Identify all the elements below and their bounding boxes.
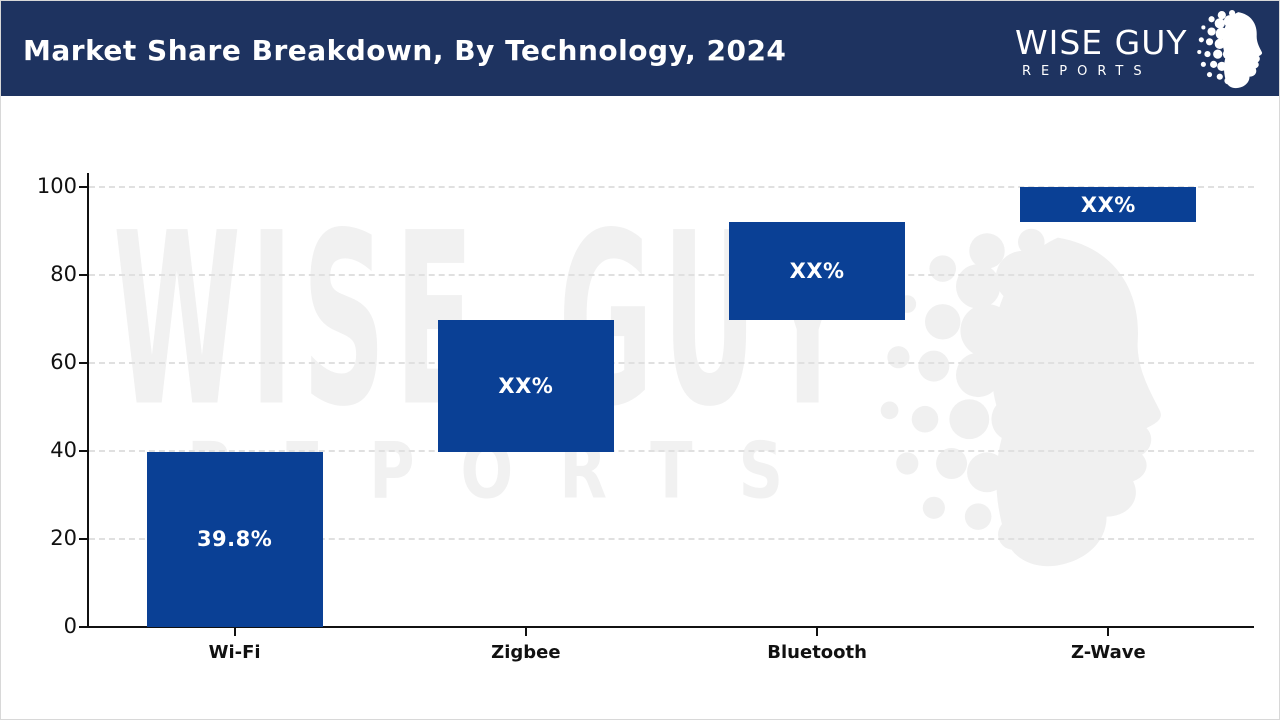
x-tickmark bbox=[524, 627, 527, 636]
bar-z-wave: XX% bbox=[1020, 187, 1197, 223]
bar-value-label: 39.8% bbox=[196, 527, 273, 552]
y-tick-label: 100 bbox=[36, 174, 77, 198]
y-tick-label: 80 bbox=[50, 262, 77, 286]
y-tick-label: 20 bbox=[50, 526, 77, 550]
logo-wordmark: WISE GUY bbox=[1015, 23, 1188, 62]
x-axis-spine bbox=[87, 626, 1254, 628]
x-category-label: Wi-Fi bbox=[208, 642, 261, 663]
x-tickmark bbox=[233, 627, 236, 636]
gridline bbox=[89, 186, 1254, 188]
y-tickmark bbox=[79, 450, 89, 452]
logo-subtext: REPORTS bbox=[1022, 64, 1152, 79]
wise-guy-logo: WISE GUY REPORTS bbox=[1015, 8, 1267, 90]
x-tickmark bbox=[816, 627, 819, 636]
y-tick-label: 40 bbox=[50, 438, 77, 462]
gridline bbox=[89, 538, 1254, 540]
bar-zigbee: XX% bbox=[437, 319, 614, 452]
x-category-label: Zigbee bbox=[491, 642, 561, 663]
x-category-label: Bluetooth bbox=[767, 642, 867, 663]
y-tickmark bbox=[79, 626, 89, 628]
bar-bluetooth: XX% bbox=[729, 222, 906, 320]
y-tickmark bbox=[79, 274, 89, 276]
bar-value-label: XX% bbox=[498, 373, 554, 398]
chart-title: Market Share Breakdown, By Technology, 2… bbox=[23, 34, 787, 67]
gridline bbox=[89, 450, 1254, 452]
y-tick-label: 60 bbox=[50, 350, 77, 374]
watermark-head-icon bbox=[880, 228, 1161, 567]
x-category-label: Z-Wave bbox=[1071, 642, 1146, 663]
bar-value-label: XX% bbox=[789, 259, 845, 284]
logo-head-icon bbox=[1197, 10, 1263, 89]
y-tickmark bbox=[79, 538, 89, 540]
y-tickmark bbox=[79, 362, 89, 364]
header-banner: Market Share Breakdown, By Technology, 2… bbox=[1, 1, 1279, 96]
y-axis-spine bbox=[87, 173, 89, 628]
y-tick-label: 0 bbox=[63, 614, 77, 638]
chart-area: WISE GUY REPORTS 0 20 40 60 80 100 39.8% Wi-Fi X… bbox=[1, 96, 1279, 719]
bar-value-label: XX% bbox=[1080, 192, 1136, 217]
gridline bbox=[89, 274, 1254, 276]
bar-wi-fi: 39.8% bbox=[146, 451, 323, 627]
gridline bbox=[89, 362, 1254, 364]
y-tickmark bbox=[79, 186, 89, 188]
x-tickmark bbox=[1107, 627, 1110, 636]
